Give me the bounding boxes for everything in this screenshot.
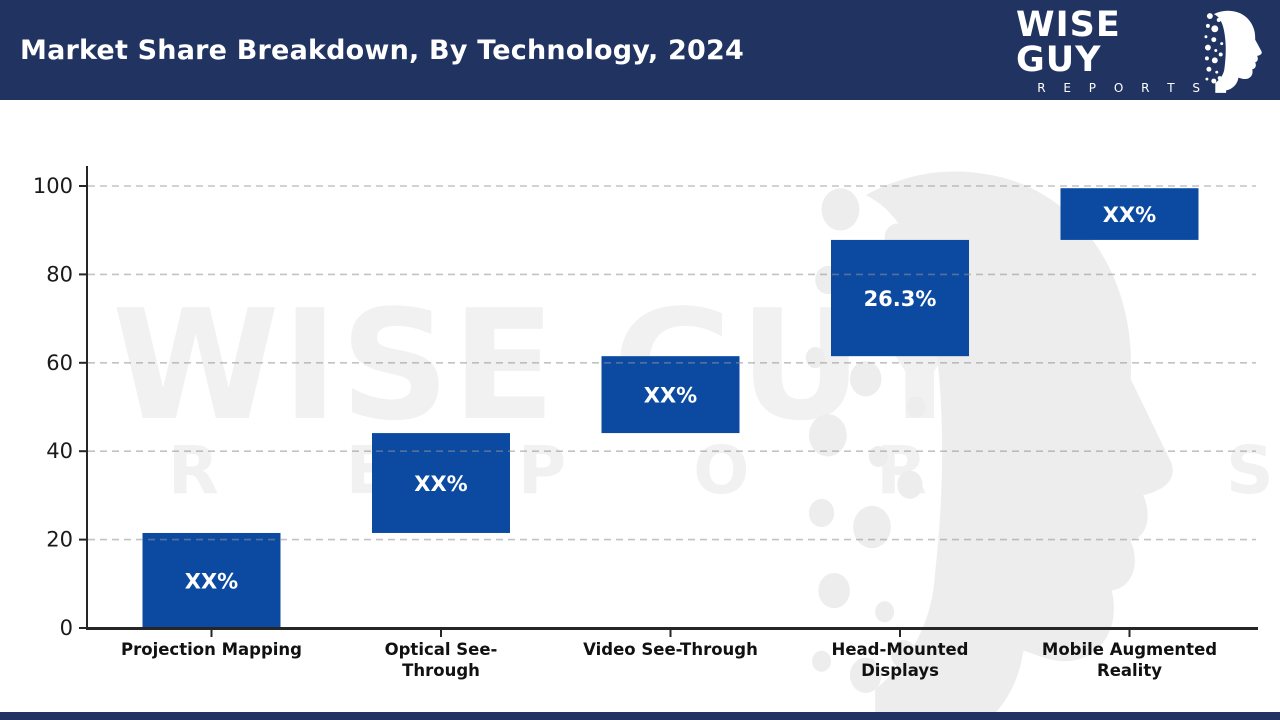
bar-segment — [142, 532, 281, 628]
bar-value-label: XX% — [1103, 203, 1156, 227]
bar-value-label: XX% — [185, 569, 238, 593]
x-category-label: Projection Mapping — [121, 640, 302, 659]
footer-bar — [0, 712, 1280, 720]
bar-chart-plot: XX% XX% XX% 26.3% XX% 0 20 40 60 80 100 Projection … — [33, 166, 1258, 680]
y-tick-label: 40 — [46, 439, 73, 463]
chart-area: WISE GUY R E P O R T S XX% XX% XX% 26.3% XX%… — [0, 100, 1280, 720]
y-tick-label: 20 — [46, 528, 73, 552]
bar-value-label: XX% — [414, 472, 467, 496]
x-category-label: Mobile Augmented Reality — [1042, 640, 1217, 680]
x-category-label: Video See-Through — [583, 640, 758, 659]
brand-name: WISE GUY — [1016, 4, 1121, 80]
brand-subtitle: R E P O R T S — [1037, 80, 1207, 95]
bar-value-label: XX% — [644, 384, 697, 408]
x-category-label: Optical See-Through — [385, 640, 498, 680]
brand-logo: WISE GUY R E P O R T S — [1016, 4, 1266, 95]
y-tick-label: 100 — [33, 174, 73, 198]
brand-logo-text: WISE GUY R E P O R T S — [1016, 4, 1200, 95]
chart-title: Market Share Breakdown, By Technology, 2… — [20, 34, 745, 66]
bar-value-label: 26.3% — [864, 287, 937, 311]
x-category-label: Head-Mounted Displays — [832, 640, 969, 680]
bar-segment — [372, 433, 510, 533]
brand-face-icon — [1204, 10, 1262, 93]
bar-segment — [601, 356, 740, 434]
header-band: Market Share Breakdown, By Technology, 2… — [0, 0, 1280, 100]
y-tick-label: 0 — [60, 616, 73, 640]
y-tick-label: 60 — [46, 351, 73, 375]
y-tick-label: 80 — [46, 262, 73, 286]
